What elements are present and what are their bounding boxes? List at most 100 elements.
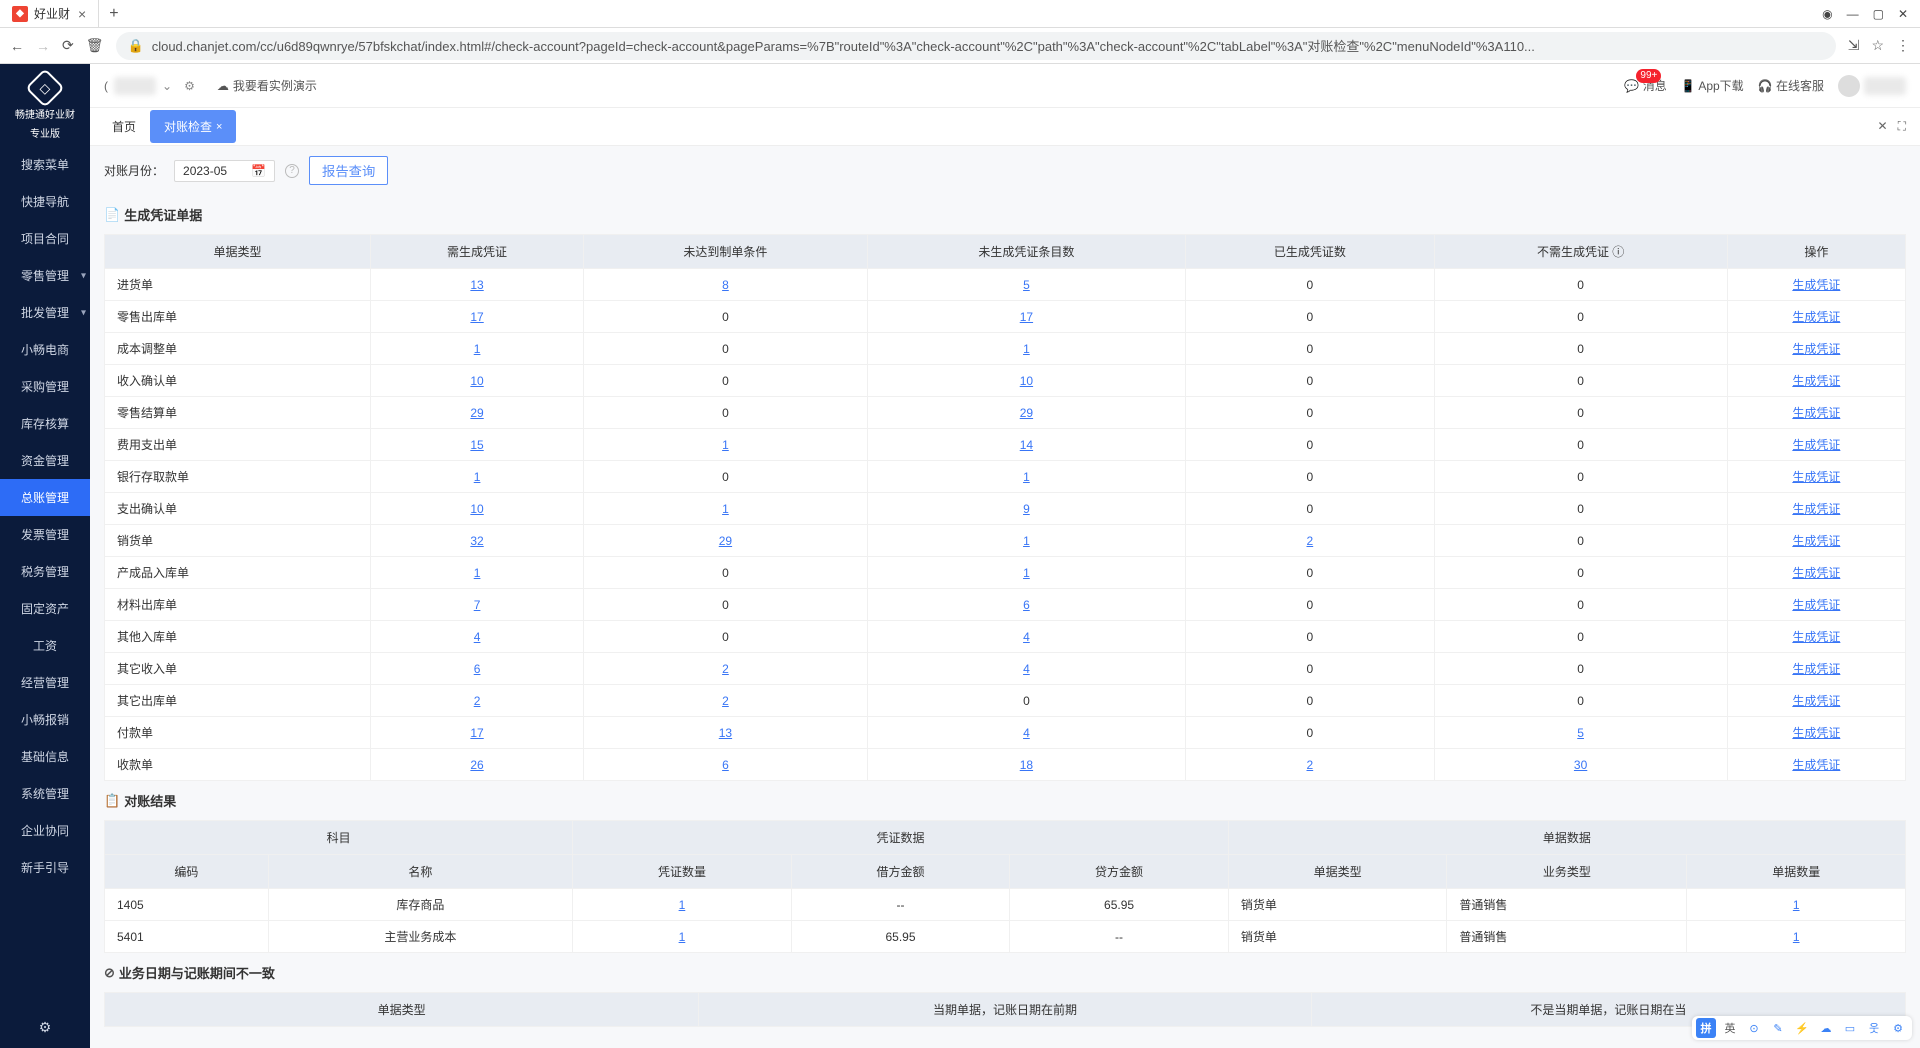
generate-voucher-link[interactable]: 生成凭证 bbox=[1792, 694, 1840, 708]
avatar[interactable]: x bbox=[1838, 75, 1906, 97]
cell-link[interactable]: 2 bbox=[1307, 534, 1314, 548]
cell-link[interactable]: 1 bbox=[1023, 342, 1030, 356]
cell-link[interactable]: 26 bbox=[470, 758, 483, 772]
sidebar-item-4[interactable]: 批发管理▾ bbox=[0, 294, 90, 331]
cell-link[interactable]: 4 bbox=[474, 630, 481, 644]
sidebar-item-3[interactable]: 零售管理▾ bbox=[0, 257, 90, 294]
forward-icon[interactable]: → bbox=[36, 38, 50, 54]
cell-link[interactable]: 17 bbox=[470, 726, 483, 740]
tab-close-icon[interactable]: × bbox=[216, 121, 222, 133]
sidebar-item-13[interactable]: 工资 bbox=[0, 627, 90, 664]
tool-icon[interactable]: 英 bbox=[1720, 1018, 1740, 1038]
cell-link[interactable]: 2 bbox=[722, 694, 729, 708]
fullscreen-icon[interactable]: ⛶ bbox=[1898, 119, 1906, 134]
sidebar-item-18[interactable]: 企业协同 bbox=[0, 812, 90, 849]
cell-link[interactable]: 7 bbox=[474, 598, 481, 612]
cell-link[interactable]: 15 bbox=[470, 438, 483, 452]
tab-home[interactable]: 首页 bbox=[98, 110, 150, 143]
generate-voucher-link[interactable]: 生成凭证 bbox=[1792, 502, 1840, 516]
cell-link[interactable]: 2 bbox=[474, 694, 481, 708]
generate-voucher-link[interactable]: 生成凭证 bbox=[1792, 662, 1840, 676]
cell-link[interactable]: 5 bbox=[1023, 278, 1030, 292]
cell-link[interactable]: 1 bbox=[1023, 470, 1030, 484]
cell-link[interactable]: 10 bbox=[470, 374, 483, 388]
minimize-icon[interactable]: — bbox=[1847, 7, 1859, 21]
generate-voucher-link[interactable]: 生成凭证 bbox=[1792, 438, 1840, 452]
cell-link[interactable]: 5 bbox=[1577, 726, 1584, 740]
cell-link[interactable]: 17 bbox=[1020, 310, 1033, 324]
gear-icon[interactable]: ⚙ bbox=[184, 79, 195, 93]
cell-link[interactable]: 13 bbox=[470, 278, 483, 292]
star-icon[interactable]: ☆ bbox=[1871, 37, 1884, 54]
generate-voucher-link[interactable]: 生成凭证 bbox=[1792, 278, 1840, 292]
cell-link[interactable]: 1 bbox=[679, 930, 686, 944]
close-window-icon[interactable]: ✕ bbox=[1898, 7, 1908, 21]
cell-link[interactable]: 1 bbox=[1793, 898, 1800, 912]
generate-voucher-link[interactable]: 生成凭证 bbox=[1792, 406, 1840, 420]
sidebar-item-10[interactable]: 发票管理 bbox=[0, 516, 90, 553]
report-query-button[interactable]: 报告查询 bbox=[309, 156, 388, 185]
cell-link[interactable]: 2 bbox=[722, 662, 729, 676]
generate-voucher-link[interactable]: 生成凭证 bbox=[1792, 310, 1840, 324]
cell-link[interactable]: 1 bbox=[1023, 566, 1030, 580]
cell-link[interactable]: 6 bbox=[474, 662, 481, 676]
sidebar-item-1[interactable]: 快捷导航 bbox=[0, 183, 90, 220]
cell-link[interactable]: 1 bbox=[722, 438, 729, 452]
demo-link[interactable]: ☁ 我要看实例演示 bbox=[217, 77, 317, 94]
generate-voucher-link[interactable]: 生成凭证 bbox=[1792, 534, 1840, 548]
sidebar-item-5[interactable]: 小畅电商 bbox=[0, 331, 90, 368]
back-icon[interactable]: ← bbox=[10, 38, 24, 54]
delete-icon[interactable]: 🗑 bbox=[86, 37, 104, 54]
sidebar-item-2[interactable]: 项目合同 bbox=[0, 220, 90, 257]
sidebar-item-7[interactable]: 库存核算 bbox=[0, 405, 90, 442]
cell-link[interactable]: 10 bbox=[1020, 374, 1033, 388]
new-tab-button[interactable]: + bbox=[99, 5, 128, 23]
browser-tab[interactable]: ◆ 好业财 × bbox=[0, 0, 99, 27]
cell-link[interactable]: 30 bbox=[1574, 758, 1587, 772]
cell-link[interactable]: 1 bbox=[474, 566, 481, 580]
gear-tool-icon[interactable]: ⚙ bbox=[1888, 1018, 1908, 1038]
cell-link[interactable]: 14 bbox=[1020, 438, 1033, 452]
sidebar-item-19[interactable]: 新手引导 bbox=[0, 849, 90, 886]
cell-link[interactable]: 32 bbox=[470, 534, 483, 548]
reload-icon[interactable]: ⟳ bbox=[62, 37, 74, 54]
cell-link[interactable]: 4 bbox=[1023, 662, 1030, 676]
generate-voucher-link[interactable]: 生成凭证 bbox=[1792, 726, 1840, 740]
cell-link[interactable]: 29 bbox=[719, 534, 732, 548]
messages-button[interactable]: 💬 消息 99+ bbox=[1624, 77, 1666, 94]
sidebar-settings-icon[interactable]: ⚙ bbox=[0, 1007, 90, 1048]
cell-link[interactable]: 29 bbox=[1020, 406, 1033, 420]
generate-voucher-link[interactable]: 生成凭证 bbox=[1792, 598, 1840, 612]
generate-voucher-link[interactable]: 生成凭证 bbox=[1792, 758, 1840, 772]
sidebar-item-0[interactable]: 搜索菜单 bbox=[0, 146, 90, 183]
sidebar-item-14[interactable]: 经营管理 bbox=[0, 664, 90, 701]
bolt-icon[interactable]: ⚡ bbox=[1792, 1018, 1812, 1038]
sidebar-item-16[interactable]: 基础信息 bbox=[0, 738, 90, 775]
cell-link[interactable]: 1 bbox=[722, 502, 729, 516]
sidebar-item-11[interactable]: 税务管理 bbox=[0, 553, 90, 590]
edit-icon[interactable]: ✎ bbox=[1768, 1018, 1788, 1038]
cell-link[interactable]: 2 bbox=[1307, 758, 1314, 772]
cell-link[interactable]: 17 bbox=[470, 310, 483, 324]
sidebar-item-12[interactable]: 固定资产 bbox=[0, 590, 90, 627]
help-icon[interactable]: ? bbox=[285, 164, 299, 178]
ime-icon[interactable]: 拼 bbox=[1696, 1018, 1716, 1038]
cloud-tool-icon[interactable]: ☁ bbox=[1816, 1018, 1836, 1038]
cell-link[interactable]: 1 bbox=[474, 470, 481, 484]
sidebar-item-8[interactable]: 资金管理 bbox=[0, 442, 90, 479]
generate-voucher-link[interactable]: 生成凭证 bbox=[1792, 470, 1840, 484]
tab-close-icon[interactable]: × bbox=[78, 6, 86, 22]
install-icon[interactable]: ⇲ bbox=[1848, 37, 1860, 54]
generate-voucher-link[interactable]: 生成凭证 bbox=[1792, 630, 1840, 644]
cell-link[interactable]: 13 bbox=[719, 726, 732, 740]
generate-voucher-link[interactable]: 生成凭证 bbox=[1792, 566, 1840, 580]
sidebar-item-9[interactable]: 总账管理 bbox=[0, 479, 90, 516]
url-bar[interactable]: 🔒 cloud.chanjet.com/cc/u6d89qwnrye/57bfs… bbox=[116, 32, 1836, 60]
msg-tool-icon[interactable]: ▭ bbox=[1840, 1018, 1860, 1038]
sidebar-item-17[interactable]: 系统管理 bbox=[0, 775, 90, 812]
cell-link[interactable]: 1 bbox=[1793, 930, 1800, 944]
cell-link[interactable]: 1 bbox=[679, 898, 686, 912]
cell-link[interactable]: 4 bbox=[1023, 630, 1030, 644]
cell-link[interactable]: 10 bbox=[470, 502, 483, 516]
cell-link[interactable]: 1 bbox=[474, 342, 481, 356]
